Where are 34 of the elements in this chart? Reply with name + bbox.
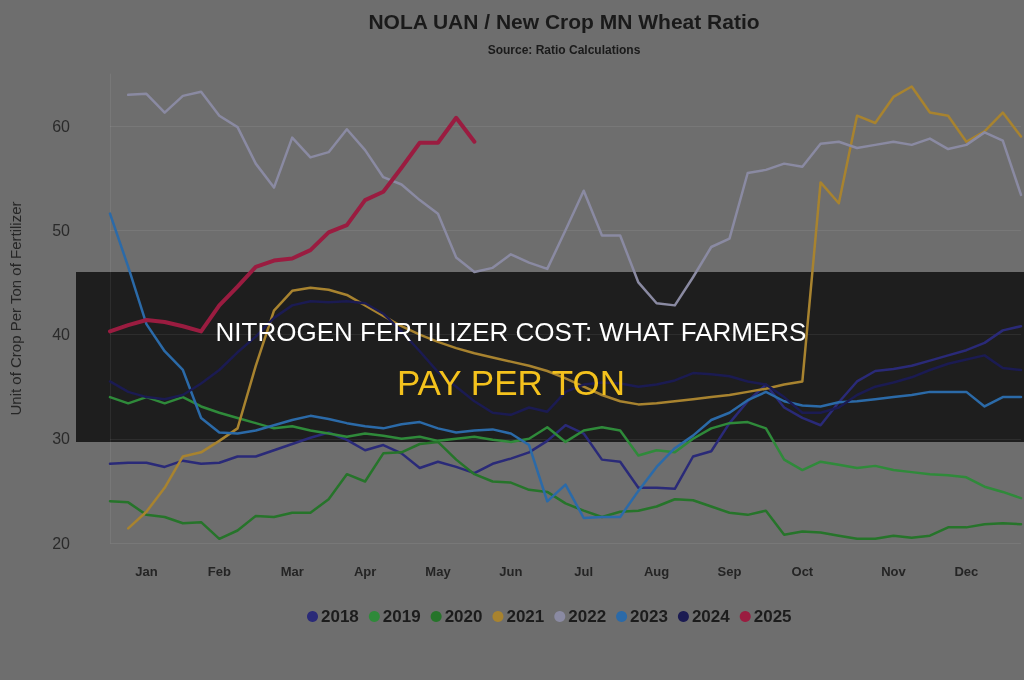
y-tick-label: 40 (52, 326, 71, 344)
legend-label: 2022 (568, 607, 607, 626)
x-tick-label: Feb (207, 564, 231, 579)
x-tick-label: Jan (135, 564, 158, 579)
line-series (108, 324, 1023, 491)
legend-label: 2024 (691, 607, 731, 626)
y-tick-label: 20 (52, 534, 71, 552)
x-tick-label: Jun (499, 564, 523, 579)
legend-label: 2021 (506, 607, 545, 626)
x-tick-label: Dec (954, 564, 979, 579)
y-tick-label: 50 (52, 221, 71, 239)
line-series (108, 299, 1023, 417)
legend-label: 2023 (630, 607, 668, 626)
x-tick-label: Aug (643, 564, 670, 579)
legend-label: 2020 (444, 607, 483, 626)
legend-label: 2019 (382, 607, 421, 626)
chart-title: NOLA UAN / New Crop MN Wheat Ratio (368, 10, 760, 33)
x-tick-label: Oct (791, 564, 814, 579)
x-tick-label: May (425, 564, 452, 579)
y-tick-label: 30 (52, 430, 71, 448)
x-tick-label: Mar (280, 564, 304, 579)
x-tick-label: Jul (574, 564, 594, 579)
y-axis-title: Unit of Crop Per Ton of Fertilizer (7, 201, 24, 416)
x-tick-label: Apr (353, 564, 377, 579)
legend-label: 2025 (753, 607, 792, 626)
line-series (108, 212, 1023, 520)
x-tick-label: Sep (717, 564, 742, 579)
x-tick-label: Nov (881, 564, 907, 579)
chart-subtitle: Source: Ratio Calculations (487, 43, 641, 57)
legend-label: 2018 (321, 607, 359, 626)
line-series (126, 85, 1023, 530)
line-series (108, 395, 1023, 500)
y-tick-label: 60 (52, 117, 71, 135)
line-series (126, 90, 1023, 307)
